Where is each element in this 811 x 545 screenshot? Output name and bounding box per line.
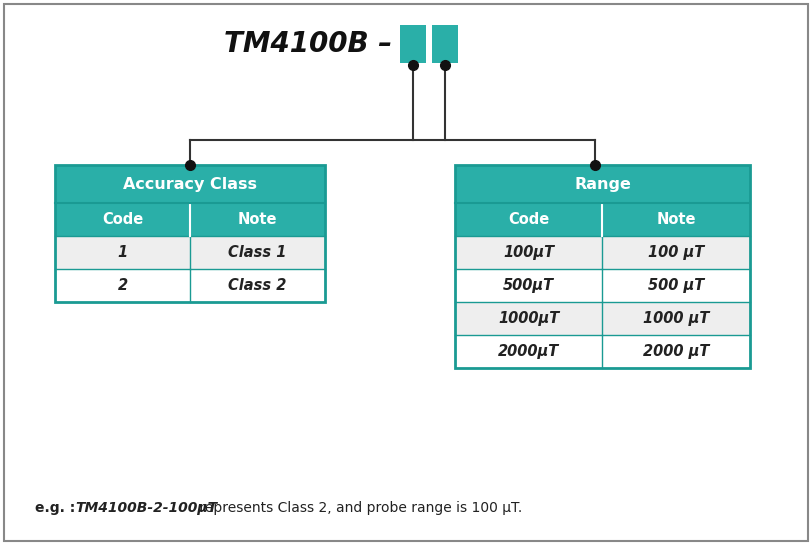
- Bar: [454, 165, 749, 368]
- Text: represents Class 2, and probe range is 100 μT.: represents Class 2, and probe range is 1…: [195, 501, 521, 515]
- Text: Range: Range: [573, 177, 630, 191]
- Bar: [55, 236, 324, 269]
- Text: TM4100B –: TM4100B –: [224, 30, 392, 58]
- Bar: [55, 269, 324, 302]
- Text: Code: Code: [508, 212, 549, 227]
- Text: Note: Note: [238, 212, 277, 227]
- Bar: [454, 236, 749, 269]
- Text: 100μT: 100μT: [503, 245, 554, 260]
- Text: Code: Code: [101, 212, 143, 227]
- Text: Class 1: Class 1: [228, 245, 286, 260]
- Text: 1000 μT: 1000 μT: [642, 311, 709, 326]
- Bar: [454, 165, 749, 203]
- Text: Accuracy Class: Accuracy Class: [122, 177, 257, 191]
- Bar: [55, 203, 324, 236]
- Text: 100 μT: 100 μT: [647, 245, 703, 260]
- Text: TM4100B-2-100μT: TM4100B-2-100μT: [75, 501, 217, 515]
- Bar: [55, 165, 324, 302]
- Bar: [55, 165, 324, 302]
- Text: 2000 μT: 2000 μT: [642, 344, 709, 359]
- Bar: [454, 203, 749, 236]
- Bar: [55, 165, 324, 203]
- Bar: [454, 165, 749, 368]
- Text: 2000μT: 2000μT: [497, 344, 559, 359]
- Text: Note: Note: [655, 212, 695, 227]
- Text: e.g. :: e.g. :: [35, 501, 80, 515]
- Bar: [454, 302, 749, 335]
- Bar: [431, 25, 457, 63]
- Text: 1: 1: [118, 245, 127, 260]
- Bar: [400, 25, 426, 63]
- Text: 1000μT: 1000μT: [497, 311, 559, 326]
- Bar: [454, 335, 749, 368]
- Text: 2: 2: [118, 278, 127, 293]
- Text: 500 μT: 500 μT: [647, 278, 703, 293]
- Bar: [454, 269, 749, 302]
- Text: Class 2: Class 2: [228, 278, 286, 293]
- Text: 500μT: 500μT: [503, 278, 554, 293]
